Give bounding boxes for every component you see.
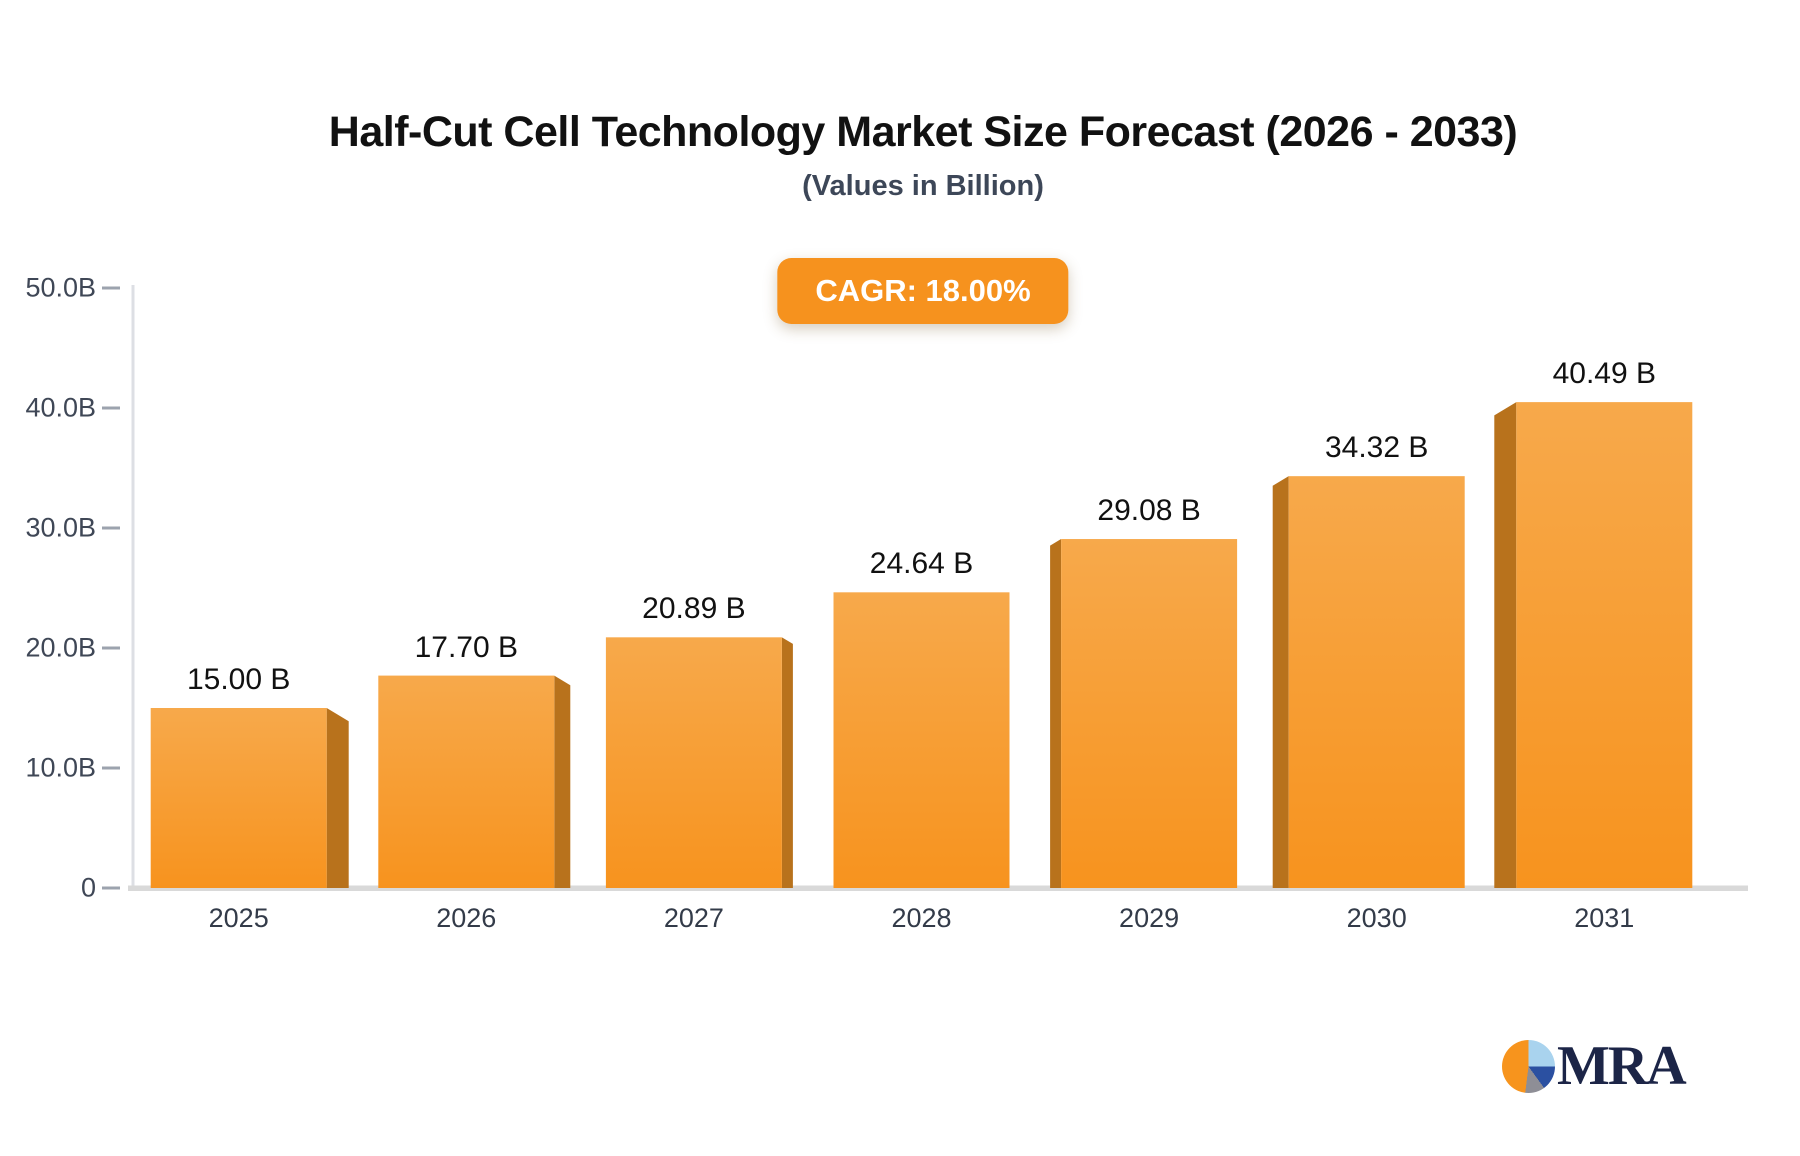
chart-subtitle: (Values in Billion) bbox=[802, 170, 1044, 202]
y-tick-mark bbox=[102, 406, 120, 410]
bar-side-2026 bbox=[554, 675, 571, 888]
x-category-label-2031: 2031 bbox=[1574, 903, 1635, 933]
y-tick-label-20.0B: 20.0B bbox=[25, 632, 96, 663]
bar-side-2031 bbox=[1494, 402, 1517, 888]
cagr-label: CAGR: 18.00% bbox=[815, 273, 1031, 308]
y-tick-mark bbox=[102, 886, 120, 890]
y-tick-label-0: 0 bbox=[80, 872, 96, 903]
y-tick-label-40.0B: 40.0B bbox=[25, 392, 96, 423]
bar-2029 bbox=[1061, 539, 1238, 888]
bar-2027 bbox=[605, 637, 782, 888]
bar-value-label-2029: 29.08 B bbox=[1097, 494, 1201, 528]
x-category-label-2029: 2029 bbox=[1119, 903, 1180, 933]
pie-chart-logo-icon bbox=[1502, 1040, 1555, 1093]
bar-value-label-2026: 17.70 B bbox=[414, 630, 519, 664]
y-tick-mark bbox=[102, 766, 120, 770]
x-category-label-2026: 2026 bbox=[436, 903, 497, 933]
logo-text: MRA bbox=[1557, 1035, 1687, 1097]
x-category-label-2030: 2030 bbox=[1346, 903, 1407, 933]
bar-value-label-2030: 34.32 B bbox=[1324, 431, 1429, 465]
y-tick-label-50.0B: 50.0B bbox=[25, 272, 96, 303]
bar-side-2030 bbox=[1272, 476, 1289, 888]
bar-2028 bbox=[833, 592, 1010, 888]
bar-side-2025 bbox=[326, 708, 349, 888]
cagr-badge: CAGR: 18.00% bbox=[777, 258, 1069, 324]
y-tick-mark bbox=[102, 646, 120, 650]
bar-2031 bbox=[1516, 402, 1693, 888]
bar-value-label-2027: 20.89 B bbox=[642, 592, 746, 626]
x-axis-line bbox=[128, 885, 1748, 891]
bar-2025 bbox=[150, 708, 327, 888]
x-category-label-2028: 2028 bbox=[891, 903, 952, 933]
brand-logo: MRA bbox=[1502, 1035, 1687, 1097]
y-axis-line bbox=[131, 285, 135, 888]
y-tick-mark bbox=[102, 526, 120, 530]
y-tick-label-10.0B: 10.0B bbox=[25, 752, 96, 783]
bar-2030 bbox=[1288, 476, 1465, 888]
bar-value-label-2031: 40.49 B bbox=[1552, 357, 1657, 391]
x-category-label-2027: 2027 bbox=[663, 903, 724, 933]
y-tick-mark bbox=[102, 286, 120, 290]
chart-title: Half-Cut Cell Technology Market Size For… bbox=[328, 108, 1518, 156]
bar-value-label-2028: 24.64 B bbox=[869, 547, 974, 581]
x-category-label-2025: 2025 bbox=[208, 903, 269, 933]
bar-side-2027 bbox=[781, 637, 793, 888]
bar-2026 bbox=[378, 675, 555, 888]
bar-value-label-2025: 15.00 B bbox=[186, 663, 291, 696]
bar-side-2029 bbox=[1050, 539, 1062, 888]
y-tick-label-30.0B: 30.0B bbox=[25, 512, 96, 543]
